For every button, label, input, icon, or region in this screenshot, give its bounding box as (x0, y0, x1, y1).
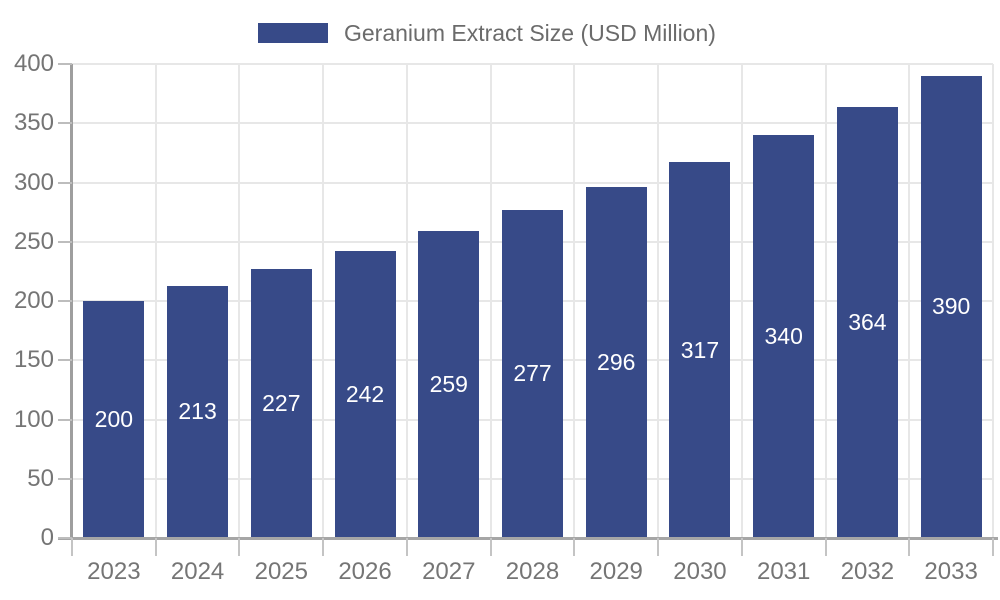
y-tick-400 (58, 63, 72, 65)
y-tick-label-400: 400 (13, 50, 54, 77)
bar-value-label-2033: 390 (931, 293, 971, 320)
v-gridline-5 (489, 64, 492, 538)
y-tick-label-100: 100 (13, 405, 54, 433)
x-tick-6 (573, 538, 576, 556)
y-tick-label-0: 0 (40, 524, 54, 551)
h-gridline-300 (72, 181, 993, 184)
bar-value-label-2023: 200 (94, 406, 134, 432)
bar-2024: 213 (167, 285, 229, 538)
x-tick-label-2032: 2032 (840, 558, 895, 585)
y-tick-label-350: 350 (13, 109, 54, 137)
bar-value-label-2025: 227 (262, 390, 301, 416)
x-tick-label-2028: 2028 (505, 558, 560, 585)
bar-2033: 390 (920, 75, 982, 538)
x-tick-10 (908, 538, 911, 556)
bar-value-label-2027: 259 (429, 371, 468, 398)
y-tick-100 (58, 418, 72, 421)
bar-value-label-2031: 340 (764, 323, 803, 350)
h-gridline-400 (72, 63, 993, 65)
x-tick-label-2033: 2033 (924, 558, 978, 585)
bar-2030: 317 (669, 162, 731, 538)
v-gridline-2 (238, 64, 241, 538)
x-tick-label-2026: 2026 (338, 558, 392, 585)
x-tick-11 (992, 538, 994, 556)
bar-value-label-2026: 242 (345, 381, 385, 408)
y-tick-label-300: 300 (13, 168, 54, 196)
bar-2029: 296 (585, 187, 647, 538)
x-tick-label-2031: 2031 (756, 558, 811, 585)
y-tick-150 (58, 359, 72, 362)
x-tick-label-2024: 2024 (170, 558, 225, 585)
plot-area: 200 213 227 242 259 277 296 317 340 364 390 (72, 63, 994, 538)
y-tick-350 (58, 122, 72, 125)
y-tick-0 (58, 537, 72, 539)
v-gridline-11 (992, 64, 994, 538)
x-tick-label-2025: 2025 (254, 558, 308, 585)
x-tick-1 (154, 538, 157, 556)
x-axis-line (58, 537, 998, 540)
v-gridline-10 (908, 64, 911, 538)
y-tick-200 (58, 300, 72, 302)
bar-value-label-2029: 296 (597, 349, 636, 376)
bar-value-label-2032: 364 (848, 308, 887, 335)
bar-2031: 340 (753, 135, 815, 538)
legend-swatch (258, 23, 328, 43)
x-tick-9 (824, 538, 827, 556)
x-tick-label-2029: 2029 (589, 558, 643, 585)
x-tick-5 (489, 538, 492, 556)
legend-label: Geranium Extract Size (USD Million) (344, 19, 716, 46)
bar-value-label-2028: 277 (513, 360, 552, 387)
h-gridline-350 (72, 122, 993, 125)
x-tick-3 (322, 538, 325, 556)
v-gridline-1 (154, 64, 157, 538)
bar-2027: 259 (418, 231, 480, 538)
bar-2025: 227 (250, 269, 312, 538)
y-tick-label-200: 200 (13, 287, 54, 314)
x-tick-4 (405, 538, 408, 556)
bar-2028: 277 (502, 209, 563, 538)
y-tick-50 (58, 477, 72, 480)
y-tick-250 (58, 240, 72, 243)
bar-2026: 242 (334, 251, 396, 538)
x-tick-label-2027: 2027 (422, 558, 476, 585)
x-tick-8 (740, 538, 743, 556)
v-gridline-3 (322, 64, 325, 538)
x-tick-7 (657, 538, 660, 556)
x-tick-2 (238, 538, 241, 556)
legend-item[interactable]: Geranium Extract Size (USD Million) (258, 18, 716, 48)
v-gridline-7 (657, 64, 660, 538)
y-tick-300 (58, 181, 72, 184)
v-gridline-4 (405, 64, 408, 538)
bar-value-label-2030: 317 (680, 336, 720, 363)
y-tick-label-50: 50 (27, 464, 54, 492)
bar-value-label-2024: 213 (178, 398, 217, 425)
x-tick-0 (71, 538, 73, 556)
x-tick-label-2030: 2030 (673, 558, 727, 585)
bar-2032: 364 (836, 106, 898, 538)
v-gridline-8 (740, 64, 743, 538)
x-tick-label-2023: 2023 (87, 558, 141, 585)
y-tick-label-150: 150 (13, 346, 54, 374)
bar-2023: 200 (83, 301, 145, 538)
v-gridline-6 (573, 64, 576, 538)
y-tick-label-250: 250 (13, 227, 54, 255)
v-gridline-9 (824, 64, 827, 538)
